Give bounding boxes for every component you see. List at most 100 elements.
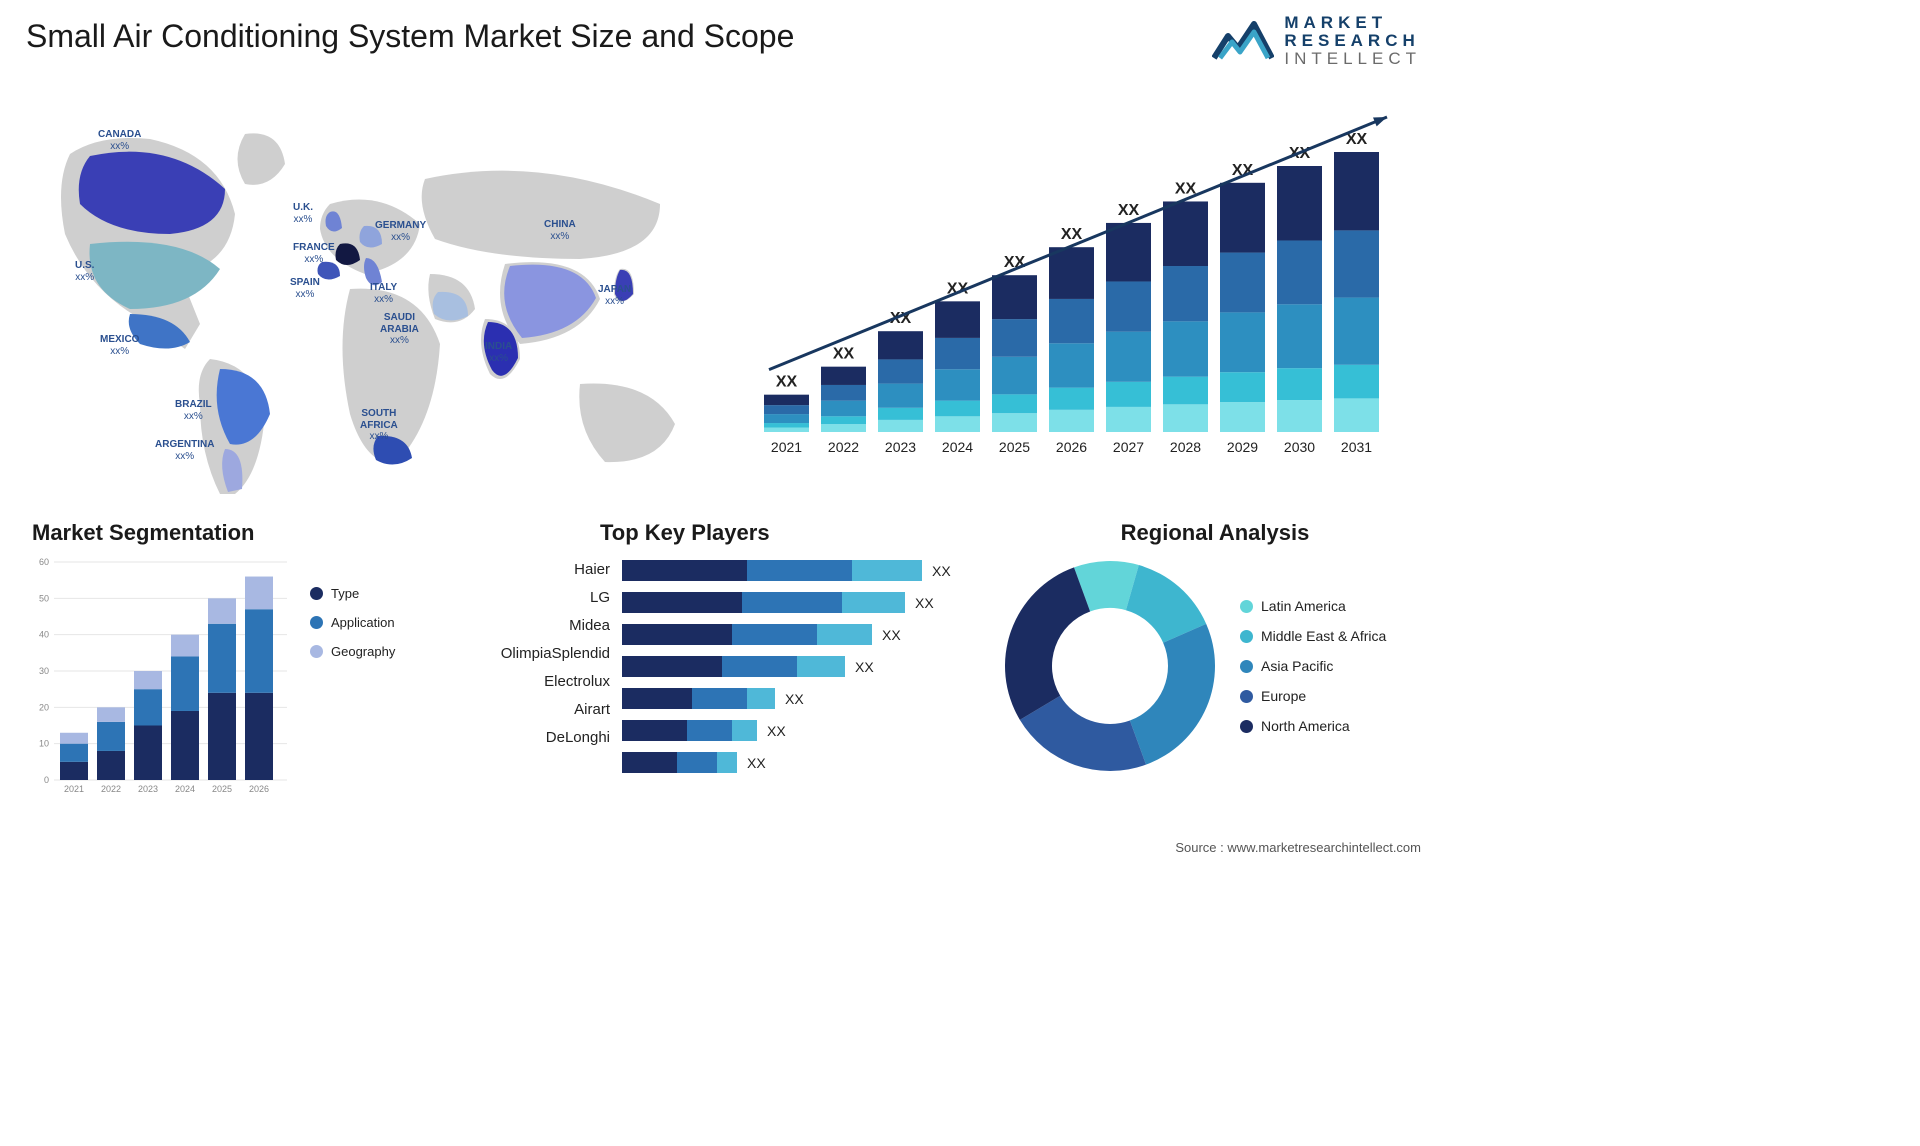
player-bar-segment xyxy=(747,688,775,709)
market-size-chart-svg: XX2021XX2022XX2023XX2024XX2025XX2026XX20… xyxy=(754,90,1414,470)
regional-legend-item: North America xyxy=(1240,718,1386,734)
player-bar-segment xyxy=(622,560,747,581)
player-value-label: XX xyxy=(855,659,874,675)
svg-text:2025: 2025 xyxy=(212,784,232,794)
player-bar-segment xyxy=(622,624,732,645)
legend-dot-icon xyxy=(1240,600,1253,613)
brand-logo-icon xyxy=(1212,18,1274,64)
legend-dot-icon xyxy=(1240,630,1253,643)
segmentation-legend-item: Application xyxy=(310,615,395,630)
svg-text:2022: 2022 xyxy=(828,439,859,455)
svg-text:XX: XX xyxy=(1061,226,1083,243)
player-name: Airart xyxy=(460,701,610,718)
player-value-label: XX xyxy=(932,563,951,579)
map-label-china: CHINAxx% xyxy=(544,219,576,242)
logo-line-1: MARKET xyxy=(1284,14,1421,32)
player-value-label: XX xyxy=(785,691,804,707)
map-label-southafrica: SOUTHAFRICAxx% xyxy=(360,408,398,443)
player-bar-row: XX xyxy=(622,720,951,741)
regional-legend-item: Asia Pacific xyxy=(1240,658,1386,674)
player-bar xyxy=(622,656,845,677)
player-bar-segment xyxy=(747,560,852,581)
svg-text:2024: 2024 xyxy=(942,439,973,455)
logo-line-2: RESEARCH xyxy=(1284,32,1421,50)
svg-text:2023: 2023 xyxy=(138,784,158,794)
map-label-saudiarabia: SAUDIARABIAxx% xyxy=(380,312,419,347)
svg-text:10: 10 xyxy=(39,739,49,749)
legend-dot-icon xyxy=(1240,660,1253,673)
svg-text:30: 30 xyxy=(39,666,49,676)
regional-analysis-section: Regional Analysis Latin America Middle Ea… xyxy=(1000,520,1430,776)
player-bar-row: XX xyxy=(622,592,951,613)
player-bar-row: XX xyxy=(622,688,951,709)
players-name-list: Haier LG Midea OlimpiaSplendid Electrolux Air… xyxy=(460,556,610,773)
player-bar xyxy=(622,688,775,709)
player-name: Electrolux xyxy=(460,673,610,690)
player-value-label: XX xyxy=(767,723,786,739)
player-bar xyxy=(622,720,757,741)
player-bar-segment xyxy=(622,688,692,709)
svg-text:2023: 2023 xyxy=(885,439,916,455)
player-name: OlimpiaSplendid xyxy=(460,645,610,662)
segmentation-legend-item: Type xyxy=(310,586,395,601)
player-name: LG xyxy=(460,589,610,606)
svg-text:2026: 2026 xyxy=(249,784,269,794)
legend-label: Geography xyxy=(331,644,395,659)
player-value-label: XX xyxy=(915,595,934,611)
player-bar-segment xyxy=(717,752,737,773)
svg-text:2030: 2030 xyxy=(1284,439,1315,455)
player-bar-segment xyxy=(622,752,677,773)
player-bar-segment xyxy=(687,720,732,741)
player-name: Midea xyxy=(460,617,610,634)
page-title: Small Air Conditioning System Market Siz… xyxy=(26,18,794,55)
svg-text:40: 40 xyxy=(39,630,49,640)
player-value-label: XX xyxy=(747,755,766,771)
svg-text:2021: 2021 xyxy=(64,784,84,794)
player-bar xyxy=(622,624,872,645)
regional-legend-item: Europe xyxy=(1240,688,1386,704)
source-attribution: Source : www.marketresearchintellect.com xyxy=(1175,840,1421,855)
player-bar-row: XX xyxy=(622,560,951,581)
legend-dot-icon xyxy=(310,587,323,600)
player-bar-segment xyxy=(732,624,817,645)
svg-text:0: 0 xyxy=(44,775,49,785)
market-size-chart: XX2021XX2022XX2023XX2024XX2025XX2026XX20… xyxy=(754,90,1414,470)
regional-legend-item: Middle East & Africa xyxy=(1240,628,1386,644)
svg-text:2024: 2024 xyxy=(175,784,195,794)
map-label-uk: U.K.xx% xyxy=(293,202,313,225)
player-name: Haier xyxy=(460,561,610,578)
svg-text:2027: 2027 xyxy=(1113,439,1144,455)
svg-text:2028: 2028 xyxy=(1170,439,1201,455)
svg-text:2025: 2025 xyxy=(999,439,1030,455)
map-label-italy: ITALYxx% xyxy=(370,282,397,305)
player-bar-segment xyxy=(677,752,717,773)
regional-donut-chart xyxy=(1000,556,1220,776)
segmentation-legend: Type Application Geography xyxy=(310,556,395,811)
player-bar-segment xyxy=(852,560,922,581)
player-bar-segment xyxy=(797,656,845,677)
map-label-spain: SPAINxx% xyxy=(290,277,320,300)
svg-text:60: 60 xyxy=(39,557,49,567)
top-key-players-section: Top Key Players HaierLGMideaOlimpiaSplen… xyxy=(460,520,980,773)
logo-line-3: INTELLECT xyxy=(1284,50,1421,68)
player-bar-segment xyxy=(622,656,722,677)
player-bar xyxy=(622,752,737,773)
player-bar-segment xyxy=(842,592,905,613)
player-bar xyxy=(622,592,905,613)
svg-text:50: 50 xyxy=(39,593,49,603)
legend-dot-icon xyxy=(310,616,323,629)
regional-title: Regional Analysis xyxy=(1000,520,1430,546)
legend-label: Europe xyxy=(1261,688,1306,704)
svg-text:2021: 2021 xyxy=(771,439,802,455)
player-bar-segment xyxy=(622,720,687,741)
legend-label: Latin America xyxy=(1261,598,1346,614)
svg-text:2029: 2029 xyxy=(1227,439,1258,455)
map-label-japan: JAPANxx% xyxy=(598,284,631,307)
player-bar xyxy=(622,560,922,581)
segmentation-legend-item: Geography xyxy=(310,644,395,659)
brand-logo-text: MARKET RESEARCH INTELLECT xyxy=(1284,14,1421,68)
player-bar-row: XX xyxy=(622,656,951,677)
legend-label: Asia Pacific xyxy=(1261,658,1333,674)
player-bar-row: XX xyxy=(622,624,951,645)
svg-text:20: 20 xyxy=(39,702,49,712)
